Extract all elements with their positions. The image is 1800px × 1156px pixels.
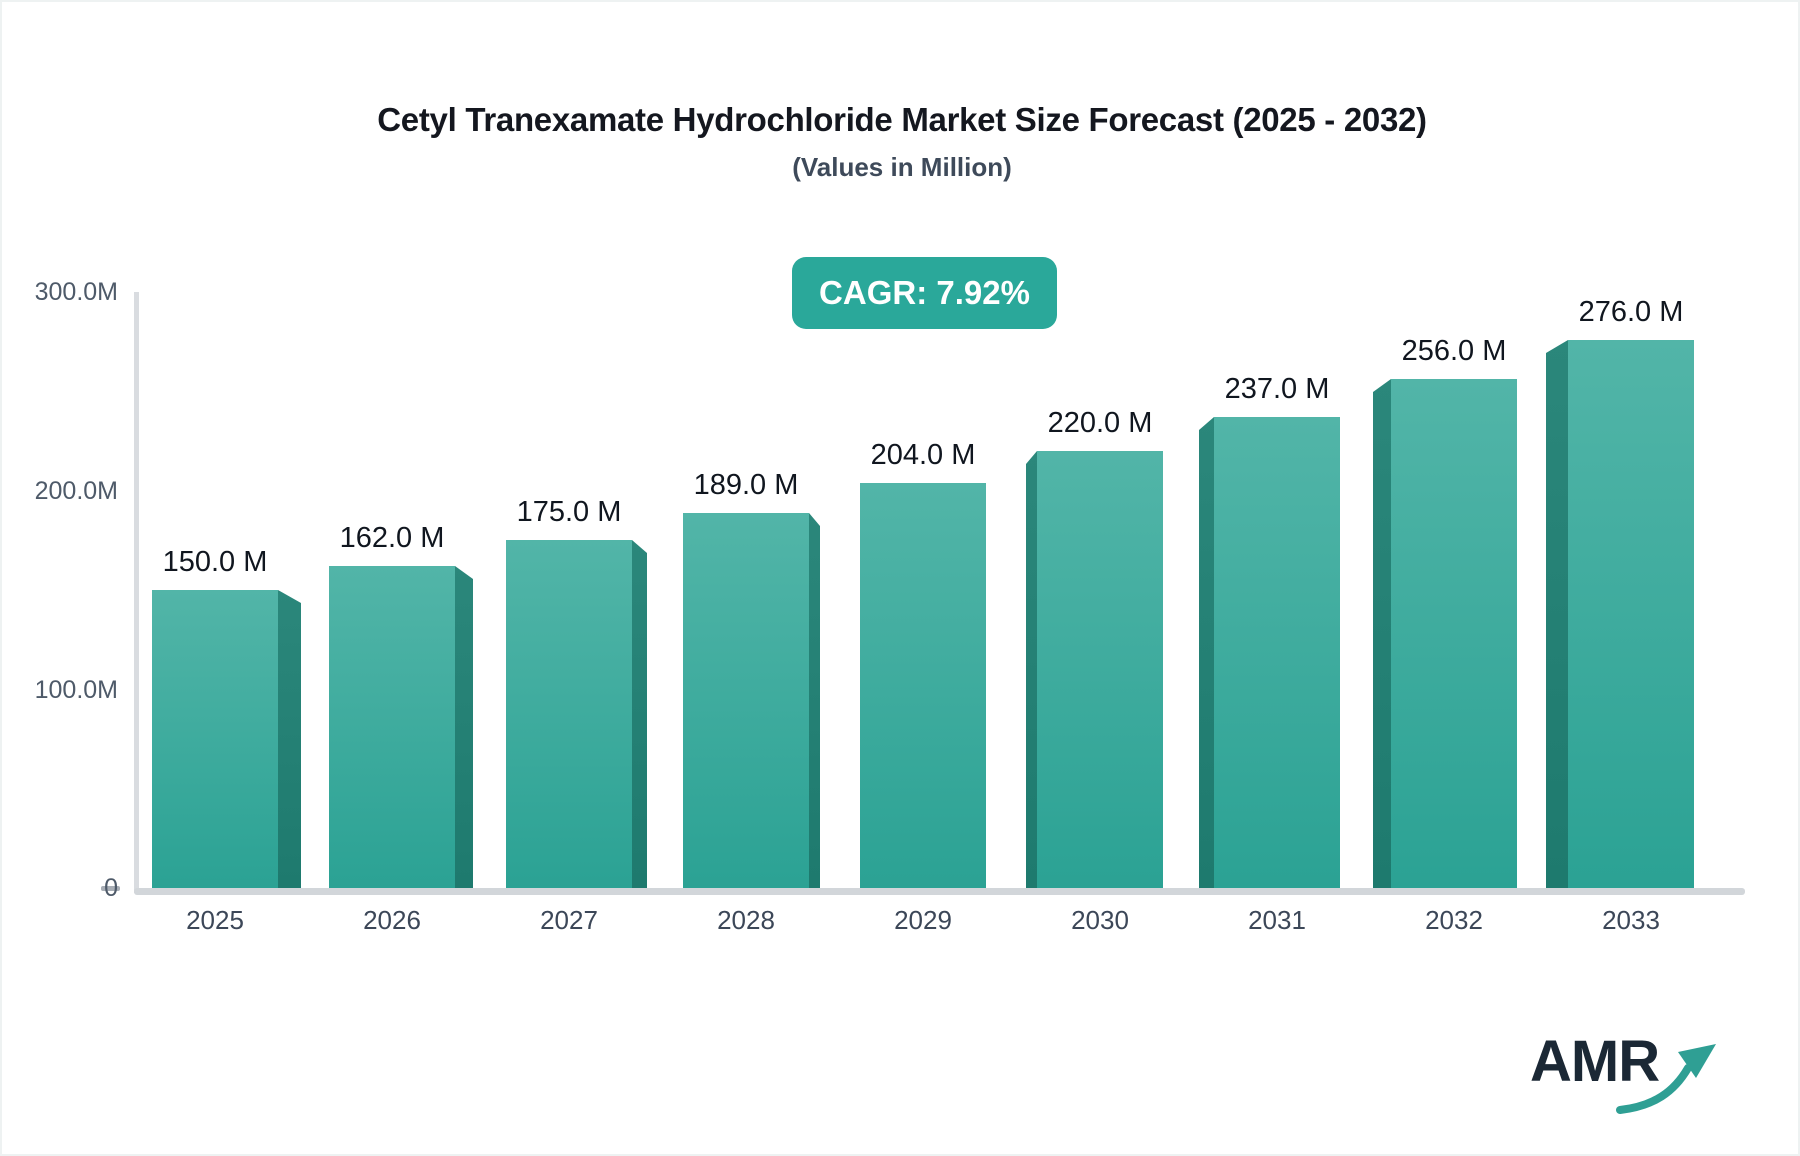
x-axis-label-2027: 2027	[540, 905, 598, 935]
bar-value-label: 276.0 M	[1578, 296, 1684, 328]
bar-2029	[860, 483, 986, 888]
bar-value-label: 237.0 M	[1224, 373, 1330, 405]
bar-value-label: 162.0 M	[339, 522, 445, 554]
bar-side-2025	[278, 590, 301, 888]
x-axis-label-2029: 2029	[894, 905, 952, 935]
bar-side-2027	[632, 540, 647, 888]
y-tick-label: 0	[104, 874, 118, 902]
x-axis-line	[134, 888, 1745, 895]
x-axis-label-2033: 2033	[1602, 905, 1660, 935]
y-tick-label: 200.0M	[34, 477, 118, 505]
bar-2032	[1391, 379, 1517, 888]
bar-side-2032	[1373, 379, 1391, 888]
x-axis-label-2026: 2026	[363, 905, 421, 935]
amr-logo: AMR	[1530, 1028, 1720, 1118]
bar-2031	[1214, 417, 1340, 888]
bar-2033	[1568, 340, 1694, 888]
x-axis-label-2032: 2032	[1425, 905, 1483, 935]
bar-value-label: 150.0 M	[162, 546, 268, 578]
bar-value-label: 256.0 M	[1401, 335, 1507, 367]
y-tick-label: 100.0M	[34, 676, 118, 704]
bar-2027	[506, 540, 632, 888]
bar-value-label: 175.0 M	[516, 496, 622, 528]
bar-side-2033	[1546, 340, 1568, 888]
bar-side-2026	[455, 566, 473, 888]
bar-side-2031	[1199, 417, 1214, 888]
bar-side-2028	[809, 513, 820, 888]
bar-side-2030	[1026, 451, 1037, 888]
bar-value-label: 204.0 M	[870, 439, 976, 471]
bar-value-label: 220.0 M	[1047, 407, 1153, 439]
bar-2025	[152, 590, 278, 888]
growth-arrow-icon	[1616, 1044, 1716, 1114]
amr-logo-text: AMR	[1530, 1029, 1660, 1094]
x-axis-label-2025: 2025	[186, 905, 244, 935]
page-title: Cetyl Tranexamate Hydrochloride Market S…	[377, 101, 1427, 138]
cagr-badge: CAGR: 7.92%	[792, 257, 1057, 329]
y-tick-label: 300.0M	[34, 278, 118, 306]
bar-2028	[683, 513, 809, 888]
page-subtitle: (Values in Million)	[792, 152, 1012, 182]
bar-value-label: 189.0 M	[693, 469, 799, 501]
y-axis-zero-tick	[101, 886, 120, 891]
bar-2030	[1037, 451, 1163, 888]
x-axis-label-2030: 2030	[1071, 905, 1129, 935]
x-axis-label-2031: 2031	[1248, 905, 1306, 935]
y-axis-line	[134, 292, 139, 893]
bar-2026	[329, 566, 455, 888]
x-axis-label-2028: 2028	[717, 905, 775, 935]
